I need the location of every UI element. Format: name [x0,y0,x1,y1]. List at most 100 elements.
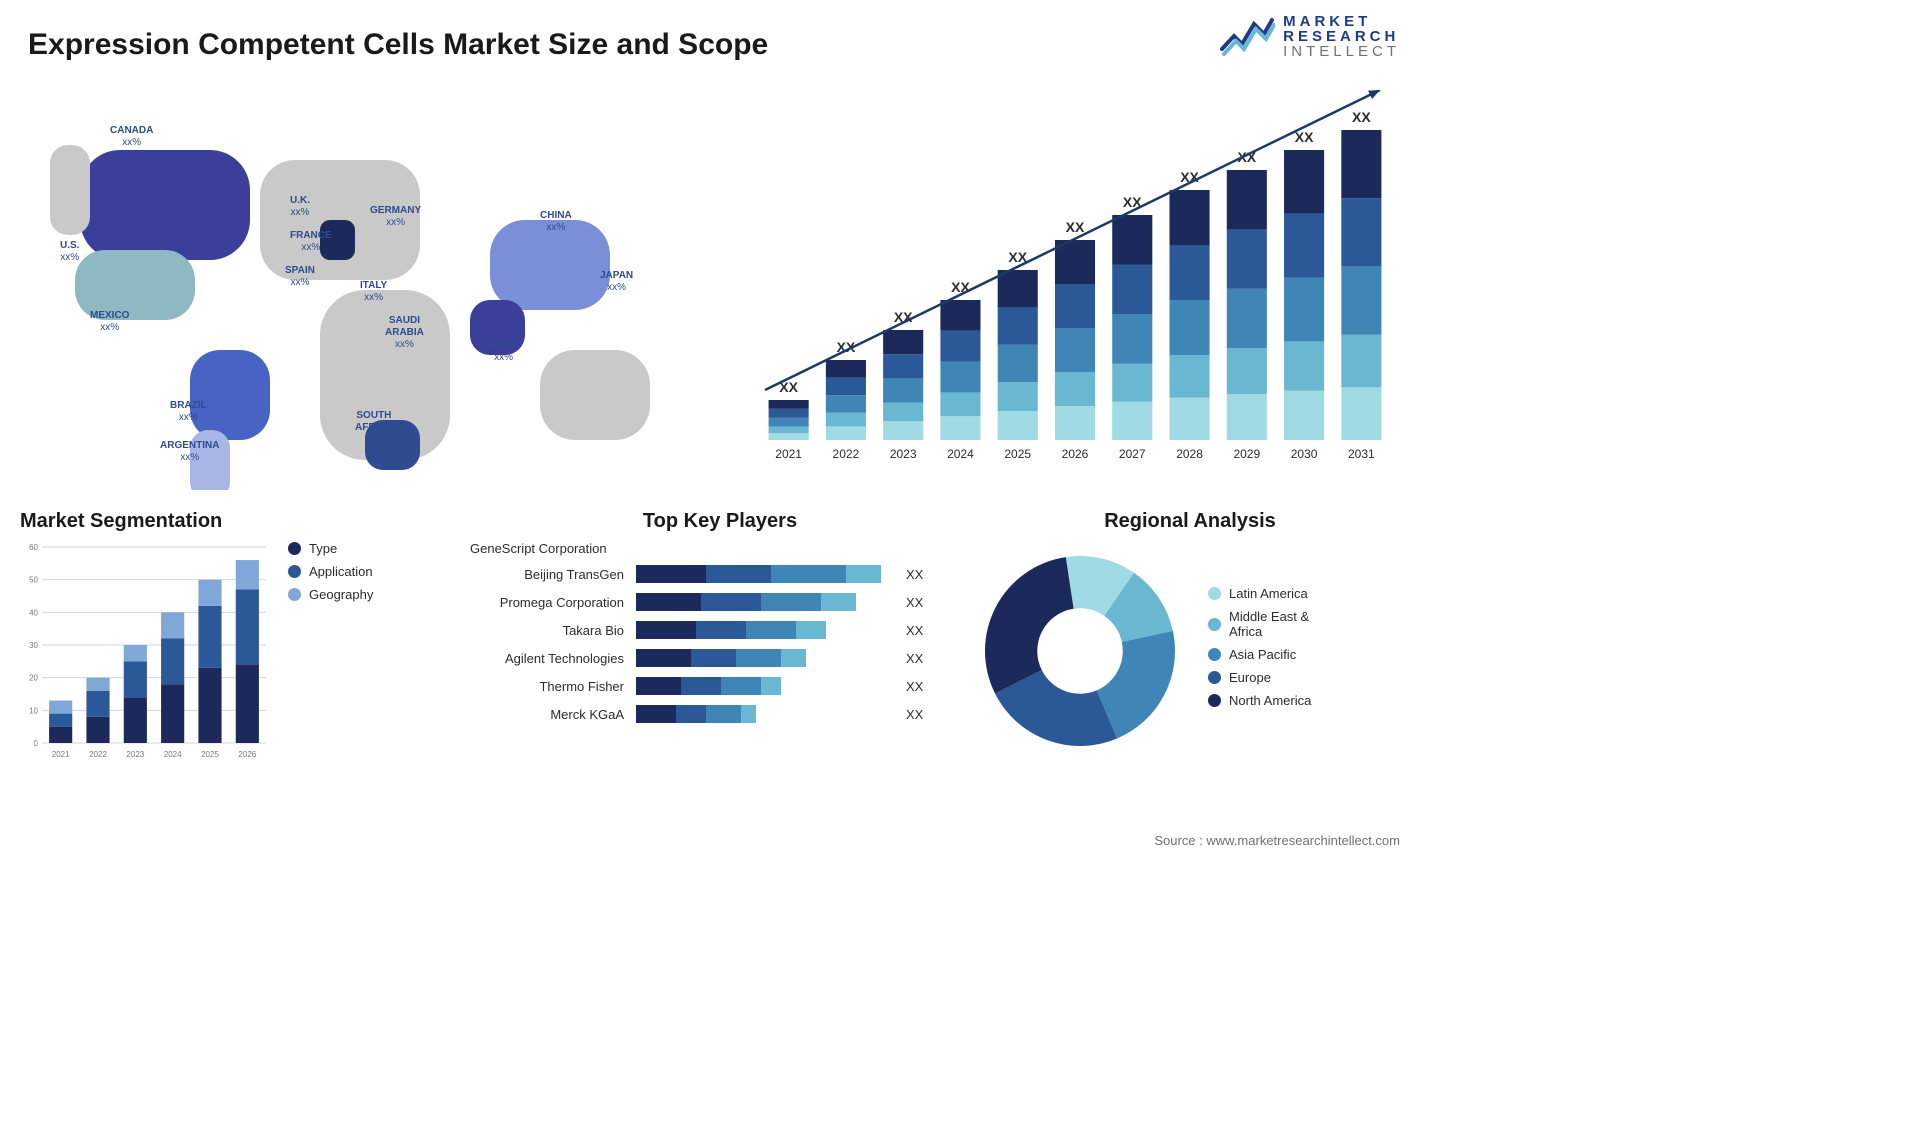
svg-text:2024: 2024 [947,447,974,461]
player-label: Thermo Fisher [470,679,630,694]
legend-item: Asia Pacific [1208,647,1311,662]
logo-line2: RESEARCH [1283,29,1400,44]
segmentation-legend: TypeApplicationGeography [288,541,373,610]
key-players-section: Top Key Players GeneScript Corporation B… [470,510,970,728]
logo-mark-icon [1220,14,1275,59]
regional-section: Regional Analysis Latin America Middle Ea… [970,510,1410,761]
svg-text:20: 20 [29,674,38,683]
player-row: Takara Bio XX [470,616,970,644]
svg-text:2021: 2021 [775,447,802,461]
player-bar [636,593,896,611]
legend-item: North America [1208,693,1311,708]
svg-text:2026: 2026 [238,750,256,759]
map-label: BRAZILxx% [170,400,207,424]
map-label: SOUTHAFRICAxx% [355,410,393,446]
svg-text:2031: 2031 [1348,447,1375,461]
svg-text:2030: 2030 [1291,447,1318,461]
legend-item: Geography [288,587,373,602]
regional-title: Regional Analysis [970,510,1410,533]
swatch-icon [1208,648,1221,661]
svg-text:2027: 2027 [1119,447,1146,461]
map-label: CANADAxx% [110,125,153,149]
player-label: Merck KGaA [470,707,630,722]
key-players-title: Top Key Players [470,510,970,533]
player-label: Promega Corporation [470,595,630,610]
player-value: XX [902,567,923,582]
map-label: CHINAxx% [540,210,572,234]
forecast-bar-chart: XX2021XX2022XX2023XX2024XX2025XX2026XX20… [750,90,1400,470]
player-label: Agilent Technologies [470,651,630,666]
svg-text:XX: XX [1066,219,1085,235]
swatch-icon [288,565,301,578]
svg-text:2023: 2023 [126,750,144,759]
map-label: JAPANxx% [600,270,633,294]
player-bar [636,705,896,723]
legend-item: Latin America [1208,586,1311,601]
logo-line3: INTELLECT [1283,44,1400,59]
svg-text:2022: 2022 [833,447,860,461]
regional-donut [970,541,1190,761]
segmentation-section: Market Segmentation 0 10 20 30 40 50 60 2021 202… [20,510,440,761]
player-label: Beijing TransGen [470,567,630,582]
swatch-icon [1208,671,1221,684]
page-title: Expression Competent Cells Market Size a… [28,28,768,62]
svg-text:2029: 2029 [1233,447,1260,461]
svg-text:50: 50 [29,576,38,585]
svg-text:2024: 2024 [164,750,182,759]
svg-text:30: 30 [29,641,38,650]
regional-legend: Latin America Middle East &Africa Asia Pac… [1208,586,1311,716]
player-row: Agilent TechnologiesXX [470,644,970,672]
segmentation-title: Market Segmentation [20,510,440,533]
svg-text:2025: 2025 [1004,447,1031,461]
player-bar [636,649,896,667]
svg-text:XX: XX [1352,109,1371,125]
player-label: Takara Bio [470,623,630,638]
svg-text:2028: 2028 [1176,447,1203,461]
player-value: XX [902,623,923,638]
svg-text:2022: 2022 [89,750,107,759]
logo-line1: MARKET [1283,14,1400,29]
swatch-icon [1208,587,1221,600]
map-label: U.K.xx% [290,195,310,219]
swatch-icon [288,542,301,555]
player-bar [636,621,896,639]
svg-text:10: 10 [29,706,38,715]
swatch-icon [1208,694,1221,707]
player-row: Thermo Fisher XX [470,672,970,700]
svg-text:2026: 2026 [1062,447,1089,461]
map-label: ARGENTINAxx% [160,440,219,464]
svg-text:2023: 2023 [890,447,917,461]
player-value: XX [902,595,923,610]
forecast-chart-svg: XX2021XX2022XX2023XX2024XX2025XX2026XX20… [750,90,1400,470]
player-bar [636,565,896,583]
player-value: XX [902,679,923,694]
swatch-icon [288,588,301,601]
svg-text:0: 0 [34,739,39,748]
world-map: CANADAxx% U.S.xx% MEXICOxx% BRAZILxx% ARGENT… [20,90,720,490]
svg-text:40: 40 [29,608,38,617]
map-label: ITALYxx% [360,280,387,304]
svg-text:60: 60 [29,543,38,552]
source-text: Source : www.marketresearchintellect.com [1154,833,1400,848]
map-label: INDIAxx% [490,340,517,364]
segmentation-chart: 0102030405060202120222023202420252026 [20,541,270,761]
svg-text:XX: XX [951,279,970,295]
legend-item: Middle East &Africa [1208,609,1311,639]
player-bar [636,677,896,695]
brand-logo: MARKET RESEARCH INTELLECT [1220,14,1400,59]
map-label: U.S.xx% [60,240,79,264]
svg-text:2021: 2021 [52,750,70,759]
legend-item: Application [288,564,373,579]
player-value: XX [902,707,923,722]
map-label: GERMANYxx% [370,205,421,229]
legend-item: Europe [1208,670,1311,685]
player-row: Merck KGaA XX [470,700,970,728]
map-label: SAUDIARABIAxx% [385,315,424,351]
player-row: Promega Corporation XX [470,588,970,616]
map-label: SPAINxx% [285,265,315,289]
player-row: Beijing TransGen XX [470,560,970,588]
map-label: MEXICOxx% [90,310,129,334]
map-label: FRANCExx% [290,230,332,254]
key-players-header: GeneScript Corporation [470,541,970,556]
swatch-icon [1208,618,1221,631]
